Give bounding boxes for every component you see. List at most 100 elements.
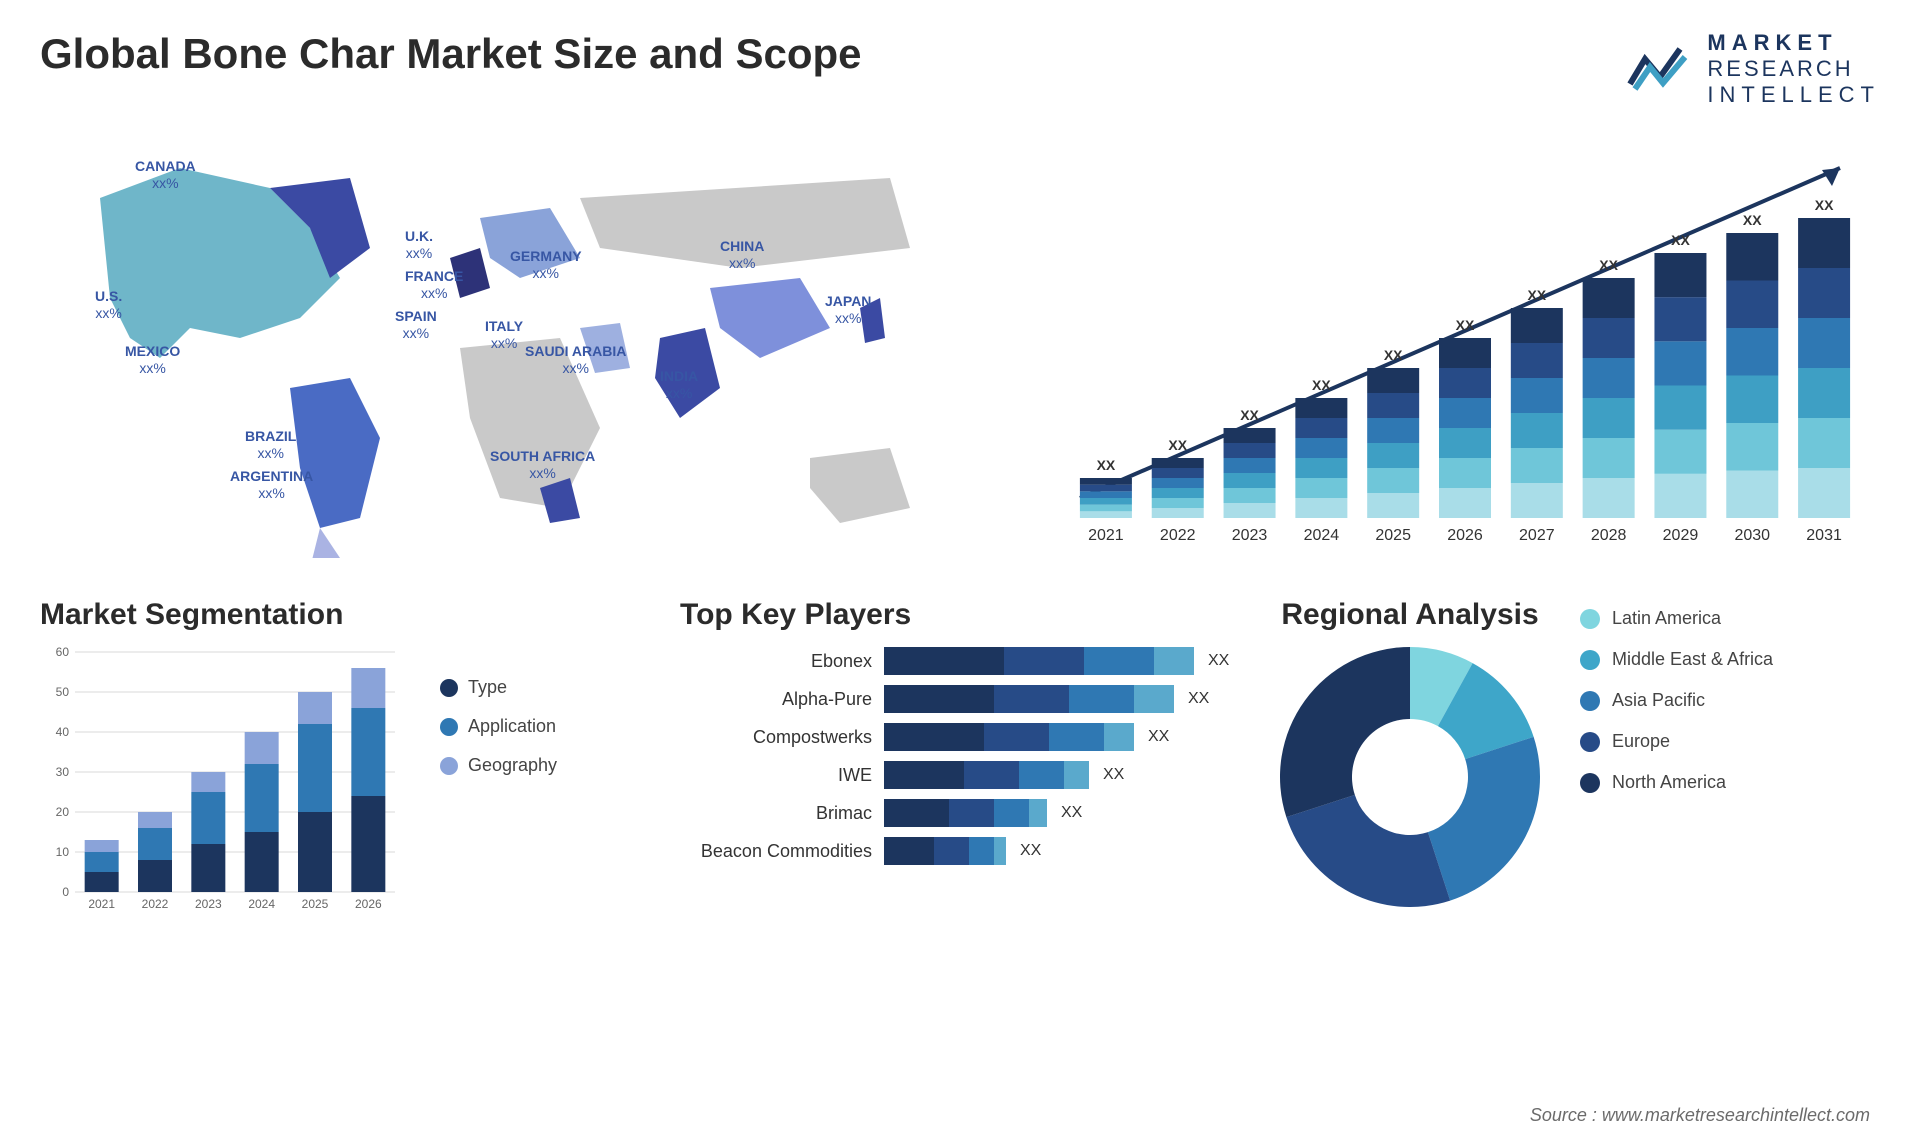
player-name: Compostwerks xyxy=(680,727,880,748)
growth-bar-seg xyxy=(1511,448,1563,483)
legend-label: Latin America xyxy=(1612,608,1721,629)
legend-dot-icon xyxy=(1580,732,1600,752)
source-text: Source : www.marketresearchintellect.com xyxy=(1530,1105,1870,1126)
player-row: EbonexXX xyxy=(680,647,1240,675)
growth-bar-seg xyxy=(1726,423,1778,471)
growth-bar-seg xyxy=(1367,418,1419,443)
growth-year-label: 2027 xyxy=(1519,527,1555,544)
legend-dot-icon xyxy=(1580,609,1600,629)
legend-label: Type xyxy=(468,677,507,698)
growth-bar-seg xyxy=(1295,438,1347,458)
growth-bar-seg xyxy=(1152,498,1204,508)
seg-year: 2026 xyxy=(355,897,382,911)
growth-bar-seg xyxy=(1152,458,1204,468)
player-row: Compostwerks XX xyxy=(680,723,1240,751)
seg-bar xyxy=(138,828,172,860)
growth-value-label: XX xyxy=(1671,232,1690,248)
legend-label: Middle East & Africa xyxy=(1612,649,1773,670)
growth-bar-seg xyxy=(1295,418,1347,438)
player-bar xyxy=(884,723,1134,751)
growth-year-label: 2025 xyxy=(1375,527,1411,544)
logo-line1: MARKET xyxy=(1707,30,1880,56)
growth-bar-seg xyxy=(1726,281,1778,329)
brand-logo: MARKET RESEARCH INTELLECT xyxy=(1625,30,1880,108)
seg-legend-item: Type xyxy=(440,677,557,698)
growth-value-label: XX xyxy=(1097,457,1116,473)
seg-year: 2024 xyxy=(248,897,275,911)
player-bar-seg xyxy=(884,837,934,865)
growth-value-label: XX xyxy=(1312,377,1331,393)
player-bar-seg xyxy=(984,723,1049,751)
player-bar-seg xyxy=(1134,685,1174,713)
growth-value-label: XX xyxy=(1240,407,1259,423)
growth-bar-seg xyxy=(1726,328,1778,376)
donut-legend-item: Asia Pacific xyxy=(1580,690,1773,711)
seg-ytick: 40 xyxy=(56,725,70,739)
growth-bar-seg xyxy=(1295,458,1347,478)
player-bar xyxy=(884,685,1174,713)
logo-line2: RESEARCH xyxy=(1707,56,1880,82)
player-bar xyxy=(884,647,1194,675)
growth-value-label: XX xyxy=(1815,197,1834,213)
growth-bar-seg xyxy=(1511,308,1563,343)
player-name: IWE xyxy=(680,765,880,786)
growth-bar-seg xyxy=(1583,398,1635,438)
world-map-chart: CANADAxx%U.S.xx%MEXICOxx%BRAZILxx%ARGENT… xyxy=(40,128,1000,558)
growth-bar-seg xyxy=(1798,368,1850,418)
growth-bar-seg xyxy=(1080,478,1132,485)
growth-year-label: 2026 xyxy=(1447,527,1483,544)
growth-bar-seg xyxy=(1152,508,1204,518)
seg-bar xyxy=(191,792,225,844)
growth-bar-seg xyxy=(1367,468,1419,493)
player-name: Ebonex xyxy=(680,651,880,672)
donut-slice xyxy=(1286,795,1450,907)
growth-bar-seg xyxy=(1224,458,1276,473)
map-label-us: U.S.xx% xyxy=(95,288,122,322)
player-bar xyxy=(884,799,1047,827)
map-label-mexico: MEXICOxx% xyxy=(125,343,180,377)
players-title: Top Key Players xyxy=(680,598,1240,632)
seg-bar xyxy=(351,668,385,708)
growth-year-label: 2022 xyxy=(1160,527,1196,544)
growth-year-label: 2031 xyxy=(1806,527,1842,544)
growth-bar-seg xyxy=(1080,505,1132,512)
segmentation-chart: 0102030405060202120222023202420252026 xyxy=(40,647,410,927)
seg-bar xyxy=(138,860,172,892)
player-bar-seg xyxy=(969,837,994,865)
donut-slice xyxy=(1280,647,1410,817)
growth-bar-seg xyxy=(1583,478,1635,518)
growth-bar-seg xyxy=(1511,483,1563,518)
growth-year-label: 2028 xyxy=(1591,527,1627,544)
player-bar-seg xyxy=(1104,723,1134,751)
map-label-germany: GERMANYxx% xyxy=(510,248,582,282)
seg-title: Market Segmentation xyxy=(40,598,640,632)
player-bar-seg xyxy=(949,799,994,827)
player-name: Brimac xyxy=(680,803,880,824)
player-value: XX xyxy=(1138,728,1169,746)
growth-bar-seg xyxy=(1080,511,1132,518)
seg-bar xyxy=(298,692,332,724)
growth-bar-seg xyxy=(1152,468,1204,478)
player-bar-seg xyxy=(884,685,994,713)
growth-bar-chart: XX2021XX2022XX2023XX2024XX2025XX2026XX20… xyxy=(1040,128,1880,558)
growth-bar-seg xyxy=(1439,458,1491,488)
player-bar-seg xyxy=(994,799,1029,827)
growth-bar-seg xyxy=(1511,343,1563,378)
growth-bar-seg xyxy=(1798,468,1850,518)
growth-bar-seg xyxy=(1439,368,1491,398)
seg-ytick: 30 xyxy=(56,765,70,779)
growth-bar-seg xyxy=(1511,378,1563,413)
seg-legend-item: Application xyxy=(440,716,557,737)
growth-year-label: 2024 xyxy=(1304,527,1340,544)
logo-line3: INTELLECT xyxy=(1707,82,1880,108)
growth-bar-seg xyxy=(1583,438,1635,478)
growth-bar-seg xyxy=(1798,218,1850,268)
seg-bar xyxy=(351,796,385,892)
map-label-france: FRANCExx% xyxy=(405,268,463,302)
seg-bar xyxy=(245,732,279,764)
legend-dot-icon xyxy=(440,679,458,697)
legend-label: Application xyxy=(468,716,556,737)
growth-bar-seg xyxy=(1080,485,1132,492)
growth-value-label: XX xyxy=(1743,212,1762,228)
growth-bar-seg xyxy=(1224,488,1276,503)
